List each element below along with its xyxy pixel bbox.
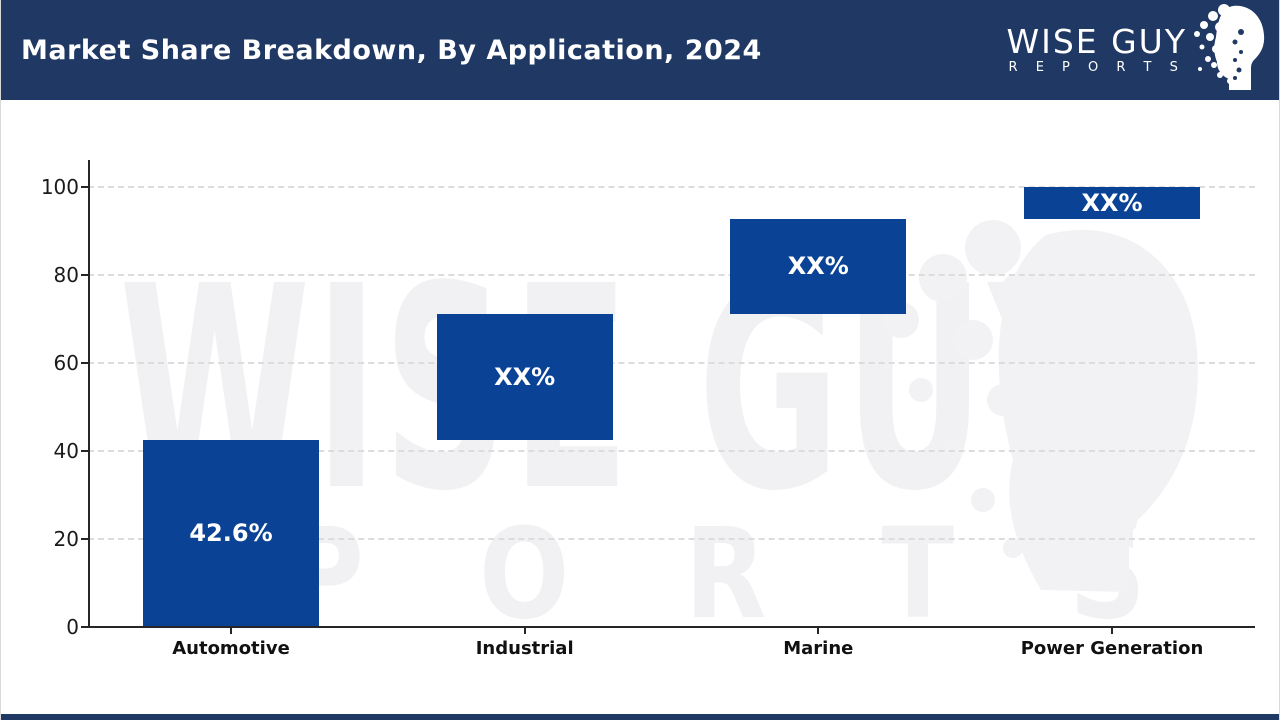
wise-guy-face-icon: [1189, 2, 1267, 98]
gridline-60: [88, 362, 1255, 364]
footer-bar: [1, 714, 1279, 720]
watermark-text-reports: P O R T S: [286, 502, 1185, 647]
y-axis-tick: [81, 626, 88, 628]
x-axis-category-label-automotive: Automotive: [172, 638, 290, 659]
y-axis-tick-label: 80: [53, 263, 79, 287]
x-axis-category-label-power-generation: Power Generation: [1020, 638, 1204, 659]
header-bar: Market Share Breakdown, By Application, …: [1, 0, 1279, 100]
wise-guy-logo: WISE GUY R E P O R T S: [1006, 0, 1267, 100]
y-axis-tick: [81, 362, 88, 364]
watermark-face-dots: [861, 200, 1201, 604]
bar-marine: XX%: [730, 218, 907, 314]
gridline-20: [88, 538, 1255, 540]
x-axis-category-label-marine: Marine: [783, 638, 854, 659]
gridline-80: [88, 274, 1255, 276]
bar-value-label-automotive: 42.6%: [189, 519, 273, 548]
bar-automotive: 42.6%: [143, 439, 319, 627]
y-axis-tick-label: 20: [53, 527, 79, 551]
x-axis: [88, 626, 1255, 628]
x-axis-category-label-industrial: Industrial: [475, 638, 574, 659]
y-axis: [88, 160, 90, 628]
x-axis-tick: [1111, 627, 1113, 634]
bar-value-label-industrial: XX%: [494, 362, 556, 391]
bar-power-generation: XX%: [1024, 187, 1200, 219]
y-axis-tick-label: 60: [53, 351, 79, 375]
bar-industrial: XX%: [436, 313, 613, 440]
gridline-40: [88, 450, 1255, 452]
y-axis-tick-label: 40: [53, 439, 79, 463]
y-axis-tick: [81, 538, 88, 540]
logo-wiseguy-label: WISE GUY: [1006, 21, 1187, 61]
logo-reports-label: R E P O R T S: [1008, 60, 1185, 76]
bar-value-label-marine: XX%: [787, 252, 849, 281]
gridline-100: [88, 186, 1255, 188]
y-axis-tick: [81, 186, 88, 188]
chart-title: Market Share Breakdown, By Application, …: [21, 34, 762, 66]
y-axis-tick-label: 0: [66, 615, 79, 639]
y-axis-tick: [81, 450, 88, 452]
x-axis-tick: [230, 627, 232, 634]
bar-value-label-power-generation: XX%: [1081, 188, 1143, 217]
wise-guy-logo-text: WISE GUY R E P O R T S: [1006, 21, 1187, 76]
x-axis-tick: [523, 627, 526, 634]
y-axis-tick-label: 100: [40, 175, 79, 199]
y-axis-tick: [81, 274, 88, 276]
x-axis-tick: [817, 627, 820, 634]
